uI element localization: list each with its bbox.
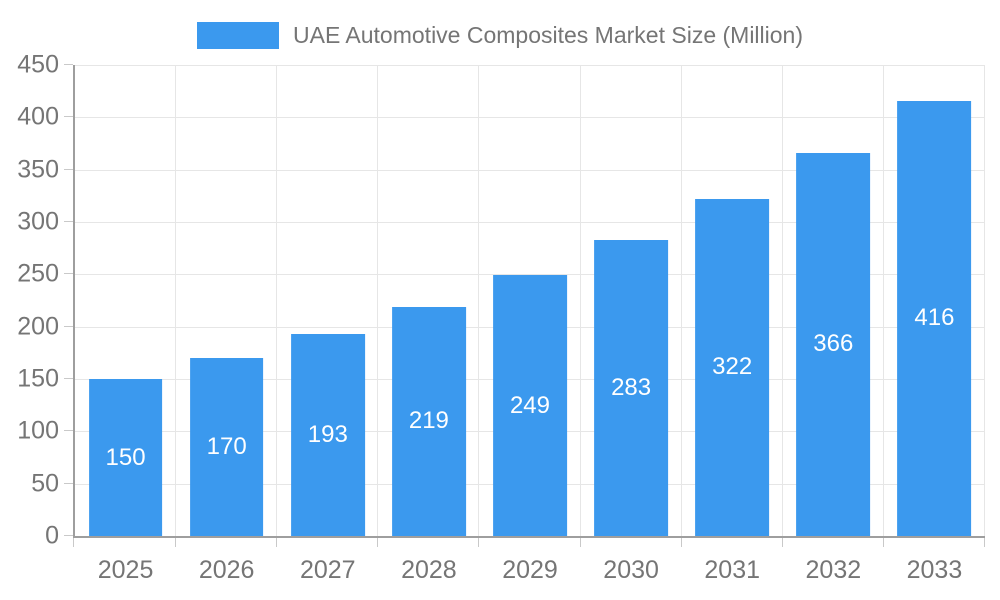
- y-axis-tick-label: 450: [17, 50, 59, 79]
- bar-value-label: 322: [712, 353, 753, 381]
- x-axis-tick-label: 2025: [97, 556, 154, 584]
- gridline-vertical: [984, 65, 985, 536]
- x-axis-tick: [781, 538, 783, 547]
- y-axis-tick-label: 300: [17, 207, 59, 236]
- x-axis-tick-label: 2030: [603, 556, 659, 584]
- x-axis-tick-label: 2031: [704, 556, 761, 584]
- gridline-vertical: [478, 65, 480, 536]
- bar: 283: [594, 239, 668, 536]
- bar: 170: [189, 358, 264, 536]
- legend: UAE Automotive Composites Market Size (M…: [0, 20, 1000, 50]
- bar-column: 249: [479, 65, 580, 536]
- gridline-horizontal: [75, 117, 985, 119]
- legend-label: UAE Automotive Composites Market Size (M…: [293, 21, 803, 48]
- bar-value-label: 170: [206, 433, 247, 461]
- bar-column: 170: [176, 65, 277, 536]
- bar: 249: [493, 275, 567, 536]
- bar-value-label: 193: [307, 421, 348, 448]
- bar-column: 283: [581, 65, 682, 536]
- bar-value-label: 150: [105, 443, 146, 471]
- x-axis-tick: [680, 538, 682, 547]
- bar: 193: [290, 334, 365, 536]
- y-axis-tick: [64, 64, 73, 65]
- gridline-vertical: [781, 65, 783, 536]
- legend-swatch: [197, 21, 279, 49]
- y-axis-tick-label: 250: [17, 259, 59, 288]
- y-axis-tick: [64, 168, 73, 170]
- x-axis-tick-label: 2033: [906, 556, 963, 584]
- gridline-horizontal: [75, 65, 985, 66]
- x-axis-tick: [882, 538, 884, 547]
- gridline-vertical: [680, 65, 682, 536]
- bar-column: 219: [378, 65, 479, 536]
- x-axis-tick-label: 2029: [502, 556, 558, 584]
- y-axis-tick-label: 200: [17, 312, 59, 341]
- bar-value-label: 283: [611, 373, 652, 401]
- bar-value-label: 249: [509, 391, 551, 419]
- x-axis-tick: [73, 538, 74, 547]
- plot-area: 0 50 100 150 200 250 300 350 400 450 150 2025 170 202…: [17, 51, 985, 584]
- y-axis-tick-label: 100: [17, 416, 59, 445]
- y-axis-tick: [64, 116, 73, 118]
- gridline-vertical: [377, 65, 379, 536]
- x-axis-tick: [579, 538, 581, 547]
- y-axis-tick-label: 400: [17, 102, 59, 131]
- gridline-horizontal: [75, 274, 985, 276]
- x-axis-tick: [175, 538, 177, 547]
- bar-value-label: 219: [408, 407, 449, 435]
- bar: 416: [897, 100, 972, 536]
- y-axis-tick-label: 350: [17, 155, 59, 184]
- y-axis-tick: [64, 482, 73, 484]
- x-axis-tick-label: 2032: [805, 556, 862, 584]
- y-axis-tick-label: 150: [17, 364, 59, 393]
- gridline-vertical: [276, 65, 278, 536]
- bar: 322: [695, 198, 770, 536]
- y-axis-tick: [64, 377, 73, 379]
- gridline-vertical: [175, 65, 177, 536]
- x-axis-tick-label: 2028: [401, 556, 457, 584]
- y-axis-tick-label: 0: [45, 521, 59, 550]
- y-axis-tick: [64, 273, 73, 275]
- x-axis-tick-label: 2027: [299, 556, 356, 584]
- bar: 150: [88, 379, 163, 536]
- bar: 219: [391, 306, 466, 536]
- bar: 366: [796, 152, 871, 536]
- x-axis-tick: [276, 538, 278, 547]
- bar-column: 322: [682, 65, 783, 536]
- x-axis-tick-label: 2026: [198, 556, 255, 584]
- x-axis-tick: [377, 538, 379, 547]
- gridline-horizontal: [75, 169, 985, 171]
- y-axis-tick: [64, 430, 73, 432]
- y-axis-tick-label: 50: [31, 469, 59, 498]
- gridline-vertical: [579, 65, 581, 536]
- bar-column: 416: [884, 65, 985, 536]
- x-axis-tick: [984, 538, 985, 547]
- gridline-horizontal: [75, 221, 985, 223]
- bar-value-label: 416: [914, 304, 955, 332]
- gridline-vertical: [882, 65, 884, 536]
- y-axis-tick: [64, 325, 73, 327]
- bar-column: 150: [75, 65, 176, 536]
- x-axis-tick: [478, 538, 480, 547]
- bar-value-label: 366: [813, 330, 854, 358]
- y-axis-tick: [64, 220, 73, 222]
- y-axis-tick: [64, 535, 73, 536]
- bar-column: 193: [277, 65, 378, 536]
- bar-column: 366: [783, 65, 884, 536]
